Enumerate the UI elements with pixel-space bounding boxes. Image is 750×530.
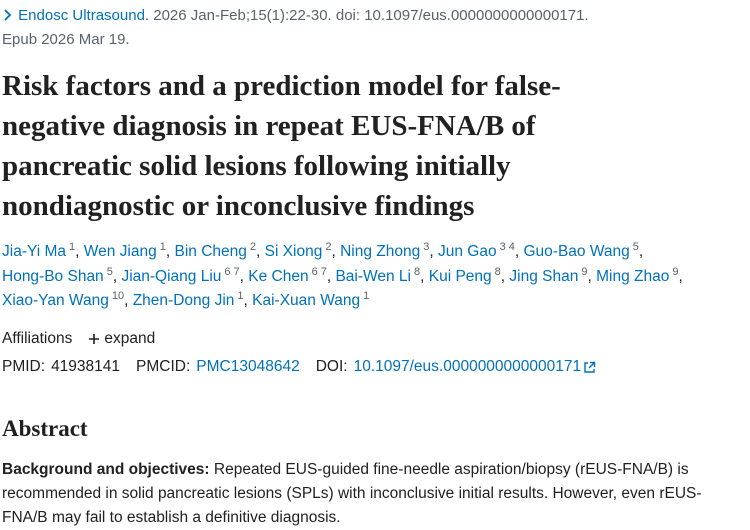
article-title: Risk factors and a prediction model for …: [2, 70, 561, 222]
affiliation-number[interactable]: 1: [159, 241, 166, 253]
citation-details: 2026 Jan-Feb;15(1):22-30. doi: 10.1097/e…: [153, 7, 589, 24]
author-name[interactable]: Ke Chen: [248, 267, 309, 285]
author-name[interactable]: Ming Zhao: [596, 267, 670, 285]
affiliation-number[interactable]: 4: [508, 241, 515, 253]
author: Ning Zhong 3,: [340, 241, 434, 261]
author: Xiao-Yan Wang 10,: [2, 290, 129, 310]
separator: ,: [256, 243, 261, 260]
page: Endosc Ultrasound. 2026 Jan-Feb;15(1):22…: [2, 4, 742, 526]
author-list: Jia-Yi Ma 1, Wen Jiang 1, Bin Cheng 2, Si X…: [2, 240, 742, 314]
author: Jia-Yi Ma 1,: [2, 241, 80, 261]
separator: ,: [500, 267, 506, 285]
author: Bin Cheng 2,: [174, 241, 261, 261]
author-name[interactable]: Bai-Wen Li: [335, 267, 411, 285]
author: Guo-Bao Wang 5,: [523, 241, 644, 261]
affiliation-number[interactable]: 10: [111, 290, 125, 302]
epub-date: Epub 2026 Mar 19.: [2, 31, 130, 48]
author-name[interactable]: Jun Gao: [438, 243, 497, 260]
affiliation-number[interactable]: 7: [233, 265, 240, 278]
abstract-heading: Abstract: [2, 416, 88, 441]
separator: ,: [124, 292, 129, 309]
author: Jian-Qiang Liu 6 7,: [121, 265, 244, 285]
author-name[interactable]: Guo-Bao Wang: [523, 243, 630, 260]
author: Kai-Xuan Wang 1: [252, 290, 370, 310]
pmid-label: PMID:: [2, 358, 46, 375]
affiliation-number[interactable]: 1: [237, 290, 244, 302]
separator: ,: [326, 267, 332, 285]
doi-link[interactable]: 10.1097/eus.0000000000000171: [353, 358, 582, 375]
affiliation-number[interactable]: 1: [363, 290, 370, 302]
plus-icon: [89, 334, 100, 344]
author: Ming Zhao 9,: [596, 265, 683, 285]
separator: ,: [243, 292, 248, 309]
abstract-lead: Background and objectives:: [2, 461, 210, 478]
author-name[interactable]: Bin Cheng: [174, 243, 247, 260]
author-name[interactable]: Jia-Yi Ma: [2, 243, 67, 260]
author-name[interactable]: Wen Jiang: [83, 243, 157, 260]
affiliation-number[interactable]: 1: [69, 241, 76, 253]
affiliation-number[interactable]: 6: [311, 265, 318, 278]
author: Ke Chen 6 7,: [248, 265, 332, 285]
separator: ,: [420, 267, 425, 285]
pmid: 41938141: [51, 358, 121, 375]
affiliation-number[interactable]: 2: [249, 241, 256, 253]
doi-label: DOI:: [315, 358, 348, 375]
author-name[interactable]: Jian-Qiang Liu: [121, 267, 222, 285]
author-name[interactable]: Hong-Bo Shan: [2, 267, 104, 285]
affiliation-number[interactable]: 9: [581, 265, 588, 278]
affiliation-number[interactable]: 3: [423, 241, 430, 253]
expand-label: expand: [104, 330, 156, 347]
affiliation-number[interactable]: 2: [325, 241, 332, 253]
author: Hong-Bo Shan 5,: [2, 265, 118, 285]
abstract-paragraph: Background and objectives: Repeated EUS-…: [2, 458, 742, 530]
separator: ,: [331, 243, 336, 260]
affiliations-label: Affiliations: [2, 330, 73, 347]
identifiers: PMID: 41938141 PMCID: PMC13048642 DOI: 1…: [2, 358, 596, 376]
external-link-icon: [584, 361, 596, 373]
author-name[interactable]: Kui Peng: [428, 267, 492, 285]
affiliation-number[interactable]: 5: [632, 241, 639, 253]
author: Jun Gao 3 4,: [438, 241, 520, 261]
separator: ,: [239, 267, 244, 285]
affiliation-number[interactable]: 9: [672, 265, 679, 278]
affiliation-number[interactable]: 8: [414, 265, 421, 278]
author: Bai-Wen Li 8,: [335, 265, 425, 285]
author-name[interactable]: Jing Shan: [509, 267, 579, 285]
pmcid-label: PMCID:: [136, 358, 191, 375]
pmcid-link[interactable]: PMC13048642: [196, 358, 300, 375]
separator: ,: [514, 243, 520, 260]
author-name[interactable]: Kai-Xuan Wang: [252, 292, 361, 309]
separator: ,: [112, 267, 118, 285]
chevron-icon: [4, 9, 12, 21]
affiliation-number[interactable]: 8: [494, 265, 501, 278]
affiliations: Affiliations expand: [2, 330, 155, 348]
author: Jing Shan 9,: [509, 265, 592, 285]
separator: ,: [165, 243, 171, 260]
journal-link[interactable]: Endosc Ultrasound.: [18, 7, 150, 24]
author: Wen Jiang 1,: [83, 241, 171, 261]
author-name[interactable]: Si Xiong: [264, 243, 323, 260]
citation: Endosc Ultrasound. 2026 Jan-Feb;15(1):22…: [2, 4, 742, 52]
affiliation-number[interactable]: 6: [224, 265, 231, 278]
author: Si Xiong 2,: [264, 241, 336, 261]
expand-button[interactable]: expand: [88, 330, 155, 348]
author-name[interactable]: Ning Zhong: [340, 243, 421, 260]
separator: ,: [429, 243, 434, 260]
separator: ,: [638, 243, 644, 260]
affiliation-number[interactable]: 7: [320, 265, 327, 278]
separator: ,: [75, 243, 80, 260]
author: Kui Peng 8,: [428, 265, 506, 285]
author-name[interactable]: Xiao-Yan Wang: [2, 292, 109, 309]
separator: ,: [678, 267, 683, 285]
author-name[interactable]: Zhen-Dong Jin: [132, 292, 235, 309]
affiliation-number[interactable]: 3: [499, 241, 506, 253]
separator: ,: [587, 267, 592, 285]
author: Zhen-Dong Jin 1,: [132, 290, 248, 310]
affiliation-number[interactable]: 5: [106, 265, 113, 278]
